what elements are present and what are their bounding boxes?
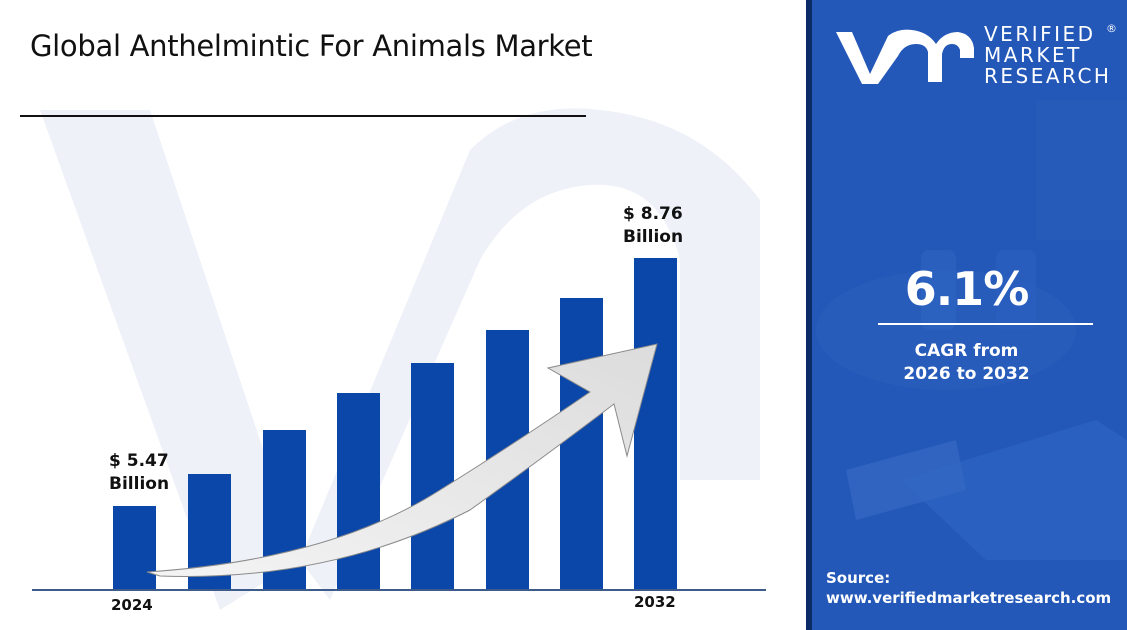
page-title: Global Anthelmintic For Animals Market [30, 29, 593, 63]
end-value-unit: Billion [623, 227, 684, 247]
title-divider [20, 115, 586, 117]
panel-edge [806, 0, 812, 630]
vmr-logo-icon [836, 29, 974, 85]
bar-2026 [263, 430, 306, 590]
start-value-unit: Billion [109, 474, 170, 494]
bar-2030 [560, 298, 603, 590]
start-value-label: $ 5.47 Billion [109, 450, 169, 496]
x-tick-2024: 2024 [111, 596, 153, 614]
bar-2028 [411, 363, 454, 590]
cagr-label-line-1: CAGR from [914, 341, 1019, 361]
bar-2032 [634, 258, 677, 590]
x-tick-2032: 2032 [634, 593, 676, 611]
x-axis-line [32, 589, 766, 591]
start-value-amount: $ 5.47 [109, 451, 169, 471]
bar-2024 [113, 506, 156, 590]
registered-mark: ® [1106, 22, 1117, 35]
cagr-value: 6.1% [904, 262, 1030, 316]
bar-2029 [486, 330, 529, 590]
cagr-label: CAGR from 2026 to 2032 [806, 340, 1127, 386]
info-panel: VERIFIED MARKET RESEARCH ® 6.1% CAGR fro… [806, 0, 1127, 630]
cagr-label-line-2: 2026 to 2032 [903, 364, 1030, 384]
source-label: Source: [826, 569, 891, 587]
cagr-divider [878, 323, 1093, 325]
end-value-label: $ 8.76 Billion [623, 203, 683, 249]
end-value-amount: $ 8.76 [623, 204, 683, 224]
brand-line-1: VERIFIED [984, 22, 1096, 46]
chart-panel: Global Anthelmintic For Animals Market $… [20, 29, 766, 614]
brand-line-2: MARKET [984, 43, 1082, 67]
brand-line-3: RESEARCH [984, 64, 1112, 88]
source-attribution: Source: www.verifiedmarketresearch.com [826, 568, 1111, 608]
bar-chart: $ 5.47 Billion $ 8.76 Billion 2024 2032 [32, 203, 766, 614]
brand-name: VERIFIED MARKET RESEARCH [984, 24, 1111, 87]
bar-2027 [337, 393, 380, 590]
source-url: www.verifiedmarketresearch.com [826, 589, 1112, 607]
background-photo-icon [806, 0, 1127, 630]
bar-2025 [188, 474, 231, 590]
